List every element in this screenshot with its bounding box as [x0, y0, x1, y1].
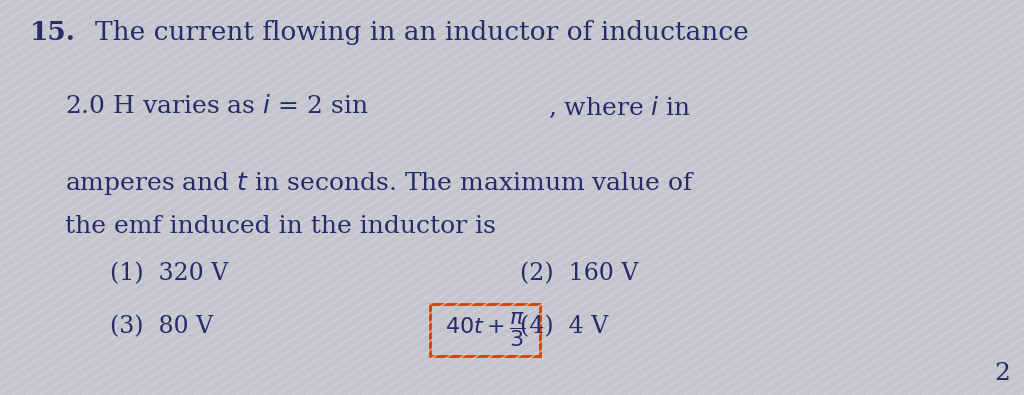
- Text: 2.0 H varies as $i$ = 2 sin: 2.0 H varies as $i$ = 2 sin: [65, 95, 369, 118]
- Text: 15.: 15.: [30, 20, 76, 45]
- Text: (3)  80 V: (3) 80 V: [110, 315, 213, 338]
- Bar: [430, 304, 540, 356]
- Text: the emf induced in the inductor is: the emf induced in the inductor is: [65, 215, 496, 238]
- Text: (2)  160 V: (2) 160 V: [520, 262, 638, 285]
- Text: , where $i$ in: , where $i$ in: [548, 95, 691, 120]
- Text: 2: 2: [994, 362, 1010, 385]
- Text: The current flowing in an inductor of inductance: The current flowing in an inductor of in…: [95, 20, 749, 45]
- Text: (4)  4 V: (4) 4 V: [520, 315, 608, 338]
- Text: amperes and $t$ in seconds. The maximum value of: amperes and $t$ in seconds. The maximum …: [65, 170, 695, 197]
- Text: $40t + \dfrac{\pi}{3}$: $40t + \dfrac{\pi}{3}$: [444, 310, 525, 350]
- Text: (1)  320 V: (1) 320 V: [110, 262, 228, 285]
